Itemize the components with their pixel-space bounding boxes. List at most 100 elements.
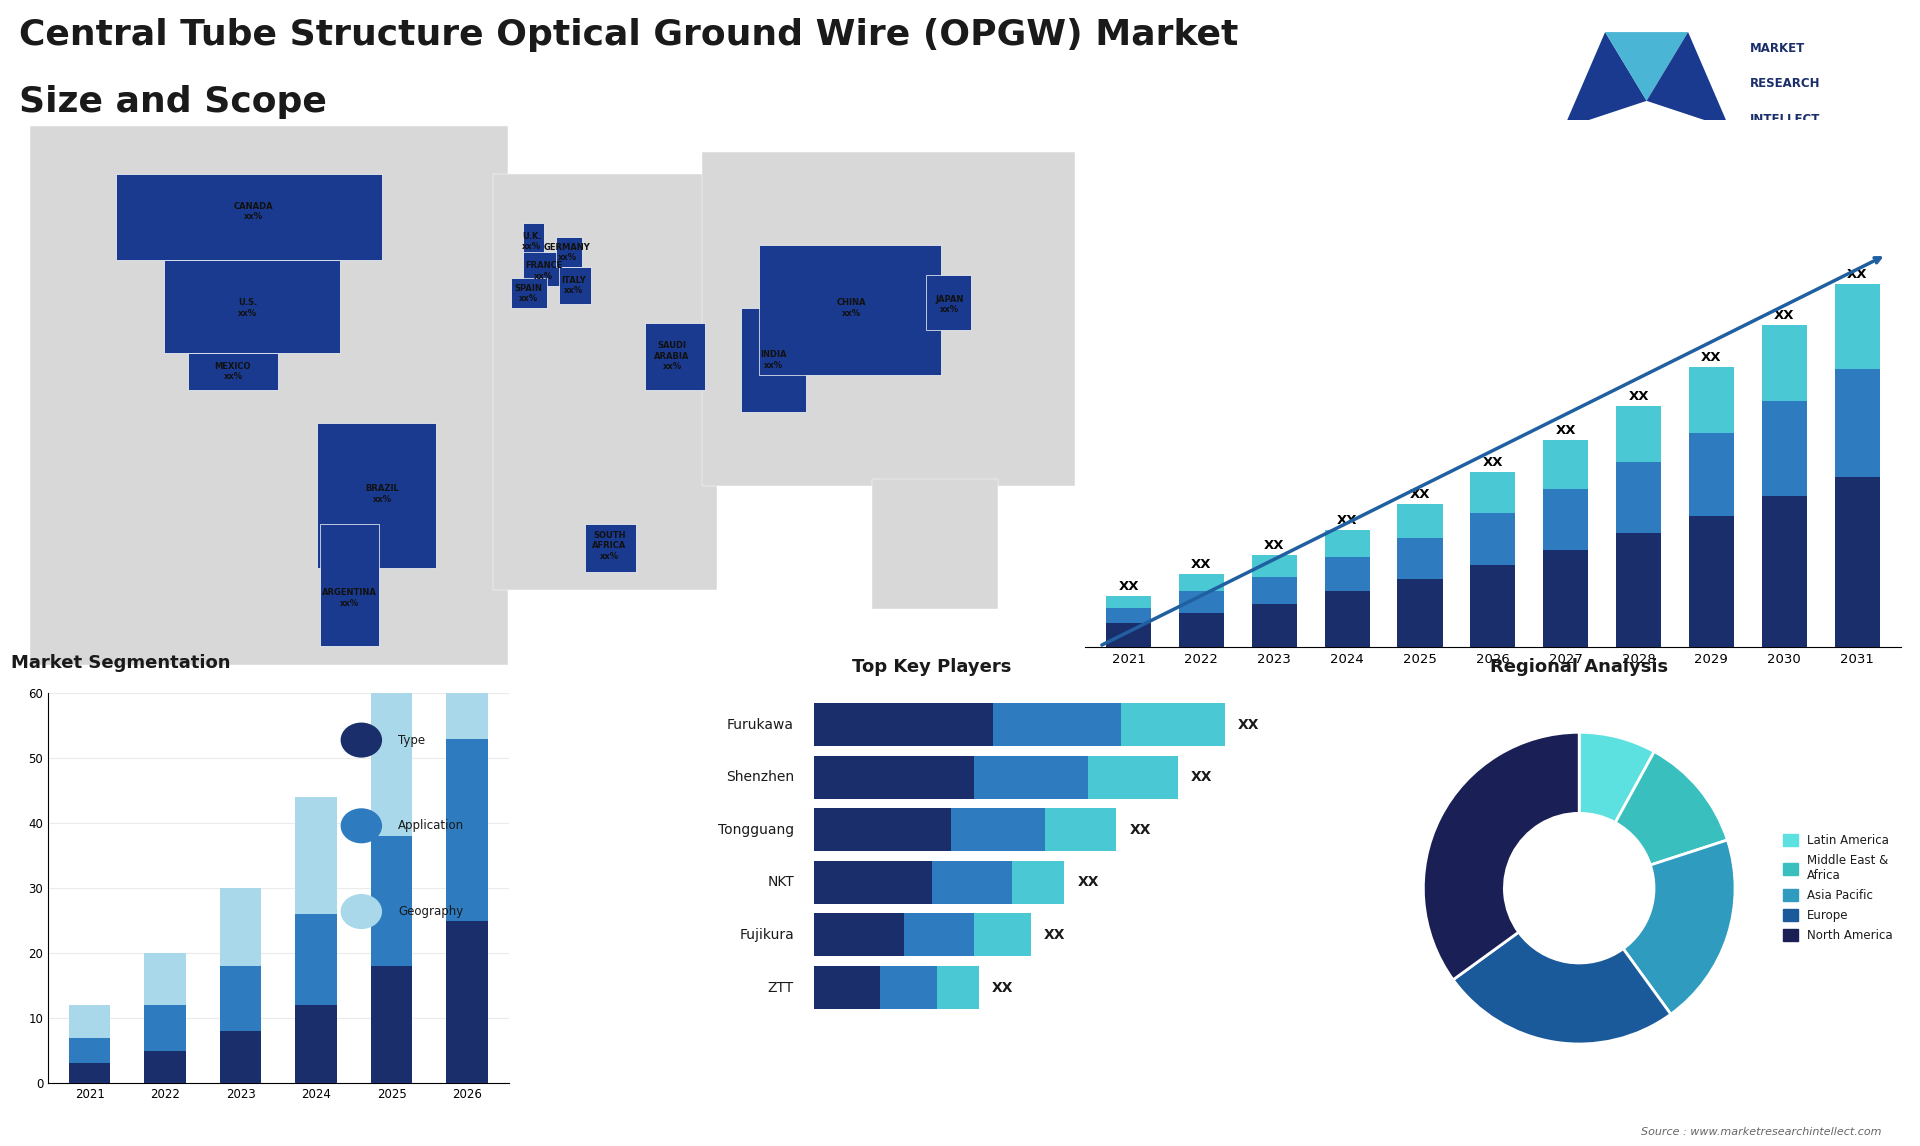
Bar — [814, 913, 904, 956]
Bar — [1398, 503, 1442, 537]
Bar — [1617, 533, 1661, 647]
Bar — [1544, 440, 1588, 489]
Bar — [1398, 537, 1442, 579]
Polygon shape — [165, 260, 340, 353]
Text: XX: XX — [1774, 309, 1795, 322]
Text: Size and Scope: Size and Scope — [19, 85, 326, 118]
Bar — [993, 704, 1121, 746]
Bar — [879, 966, 937, 1008]
Bar — [1834, 477, 1880, 647]
Bar — [69, 1005, 111, 1037]
Bar — [1763, 325, 1807, 401]
Polygon shape — [522, 222, 543, 256]
Text: Fujikura: Fujikura — [739, 928, 795, 942]
Text: XX: XX — [1129, 823, 1150, 837]
Bar — [144, 1051, 186, 1083]
Bar — [69, 1037, 111, 1063]
Text: NKT: NKT — [768, 876, 795, 889]
Text: Tongguang: Tongguang — [718, 823, 795, 837]
Circle shape — [340, 723, 382, 758]
Bar — [1690, 516, 1734, 647]
Bar — [975, 913, 1031, 956]
Text: ARGENTINA
xx%: ARGENTINA xx% — [323, 588, 376, 607]
Wedge shape — [1453, 932, 1670, 1044]
Text: CANADA
xx%: CANADA xx% — [234, 202, 275, 221]
Bar — [814, 808, 950, 851]
Bar — [975, 755, 1089, 799]
Bar — [1252, 576, 1296, 604]
Polygon shape — [117, 174, 382, 260]
Polygon shape — [0, 126, 1075, 665]
Bar — [1106, 596, 1152, 609]
Text: XX: XX — [993, 981, 1014, 995]
Circle shape — [340, 894, 382, 929]
Bar — [950, 808, 1044, 851]
Bar — [144, 953, 186, 1005]
Polygon shape — [586, 524, 636, 572]
Bar — [221, 1031, 261, 1083]
Text: INDIA
xx%: INDIA xx% — [760, 351, 787, 370]
Polygon shape — [317, 423, 436, 568]
Bar — [445, 739, 488, 920]
Polygon shape — [319, 524, 380, 646]
Bar — [1325, 557, 1369, 591]
Text: XX: XX — [1190, 770, 1212, 784]
Bar — [221, 966, 261, 1031]
Text: CHINA
xx%: CHINA xx% — [837, 298, 866, 317]
Bar — [1834, 369, 1880, 477]
Bar — [1544, 489, 1588, 550]
Wedge shape — [1423, 732, 1580, 980]
Bar — [1617, 462, 1661, 533]
Bar — [371, 661, 413, 837]
Bar — [1179, 574, 1223, 591]
Bar — [1325, 591, 1369, 647]
Bar — [1834, 284, 1880, 369]
Text: SPAIN
xx%: SPAIN xx% — [515, 283, 543, 303]
Bar — [1179, 591, 1223, 613]
Polygon shape — [872, 479, 998, 609]
Text: Shenzhen: Shenzhen — [726, 770, 795, 784]
Legend: Latin America, Middle East &
Africa, Asia Pacific, Europe, North America: Latin America, Middle East & Africa, Asi… — [1780, 831, 1897, 945]
Bar — [931, 861, 1012, 904]
Polygon shape — [645, 323, 705, 390]
Text: FRANCE
xx%: FRANCE xx% — [524, 261, 563, 281]
Bar — [296, 798, 336, 915]
Polygon shape — [703, 152, 1075, 486]
Text: XX: XX — [1238, 717, 1260, 731]
Polygon shape — [522, 252, 561, 285]
Text: ITALY
xx%: ITALY xx% — [561, 276, 586, 296]
Text: XX: XX — [1263, 539, 1284, 552]
Text: Type: Type — [397, 733, 426, 746]
Polygon shape — [511, 278, 547, 308]
Bar — [1690, 433, 1734, 516]
Bar — [445, 492, 488, 739]
Polygon shape — [758, 245, 941, 375]
Text: XX: XX — [1555, 424, 1576, 437]
Text: Geography: Geography — [397, 905, 463, 918]
Bar — [371, 966, 413, 1083]
Bar — [1471, 513, 1515, 565]
Bar — [814, 966, 879, 1008]
Bar — [1252, 555, 1296, 576]
Polygon shape — [741, 308, 806, 413]
Bar — [1763, 496, 1807, 647]
Bar — [1690, 367, 1734, 433]
Text: Furukawa: Furukawa — [728, 717, 795, 731]
Bar — [1044, 808, 1116, 851]
Bar — [69, 1063, 111, 1083]
Text: Application: Application — [397, 819, 465, 832]
Text: XX: XX — [1336, 515, 1357, 527]
Wedge shape — [1622, 840, 1736, 1014]
Text: XX: XX — [1117, 580, 1139, 594]
Bar — [1471, 565, 1515, 647]
Polygon shape — [925, 275, 972, 330]
Text: GERMANY
xx%: GERMANY xx% — [543, 243, 591, 262]
Wedge shape — [1615, 752, 1728, 865]
Bar — [814, 704, 993, 746]
Bar — [1763, 401, 1807, 496]
Bar — [1012, 861, 1064, 904]
Polygon shape — [1605, 32, 1688, 101]
Text: XX: XX — [1077, 876, 1098, 889]
Text: Regional Analysis: Regional Analysis — [1490, 658, 1668, 676]
Bar — [296, 1005, 336, 1083]
